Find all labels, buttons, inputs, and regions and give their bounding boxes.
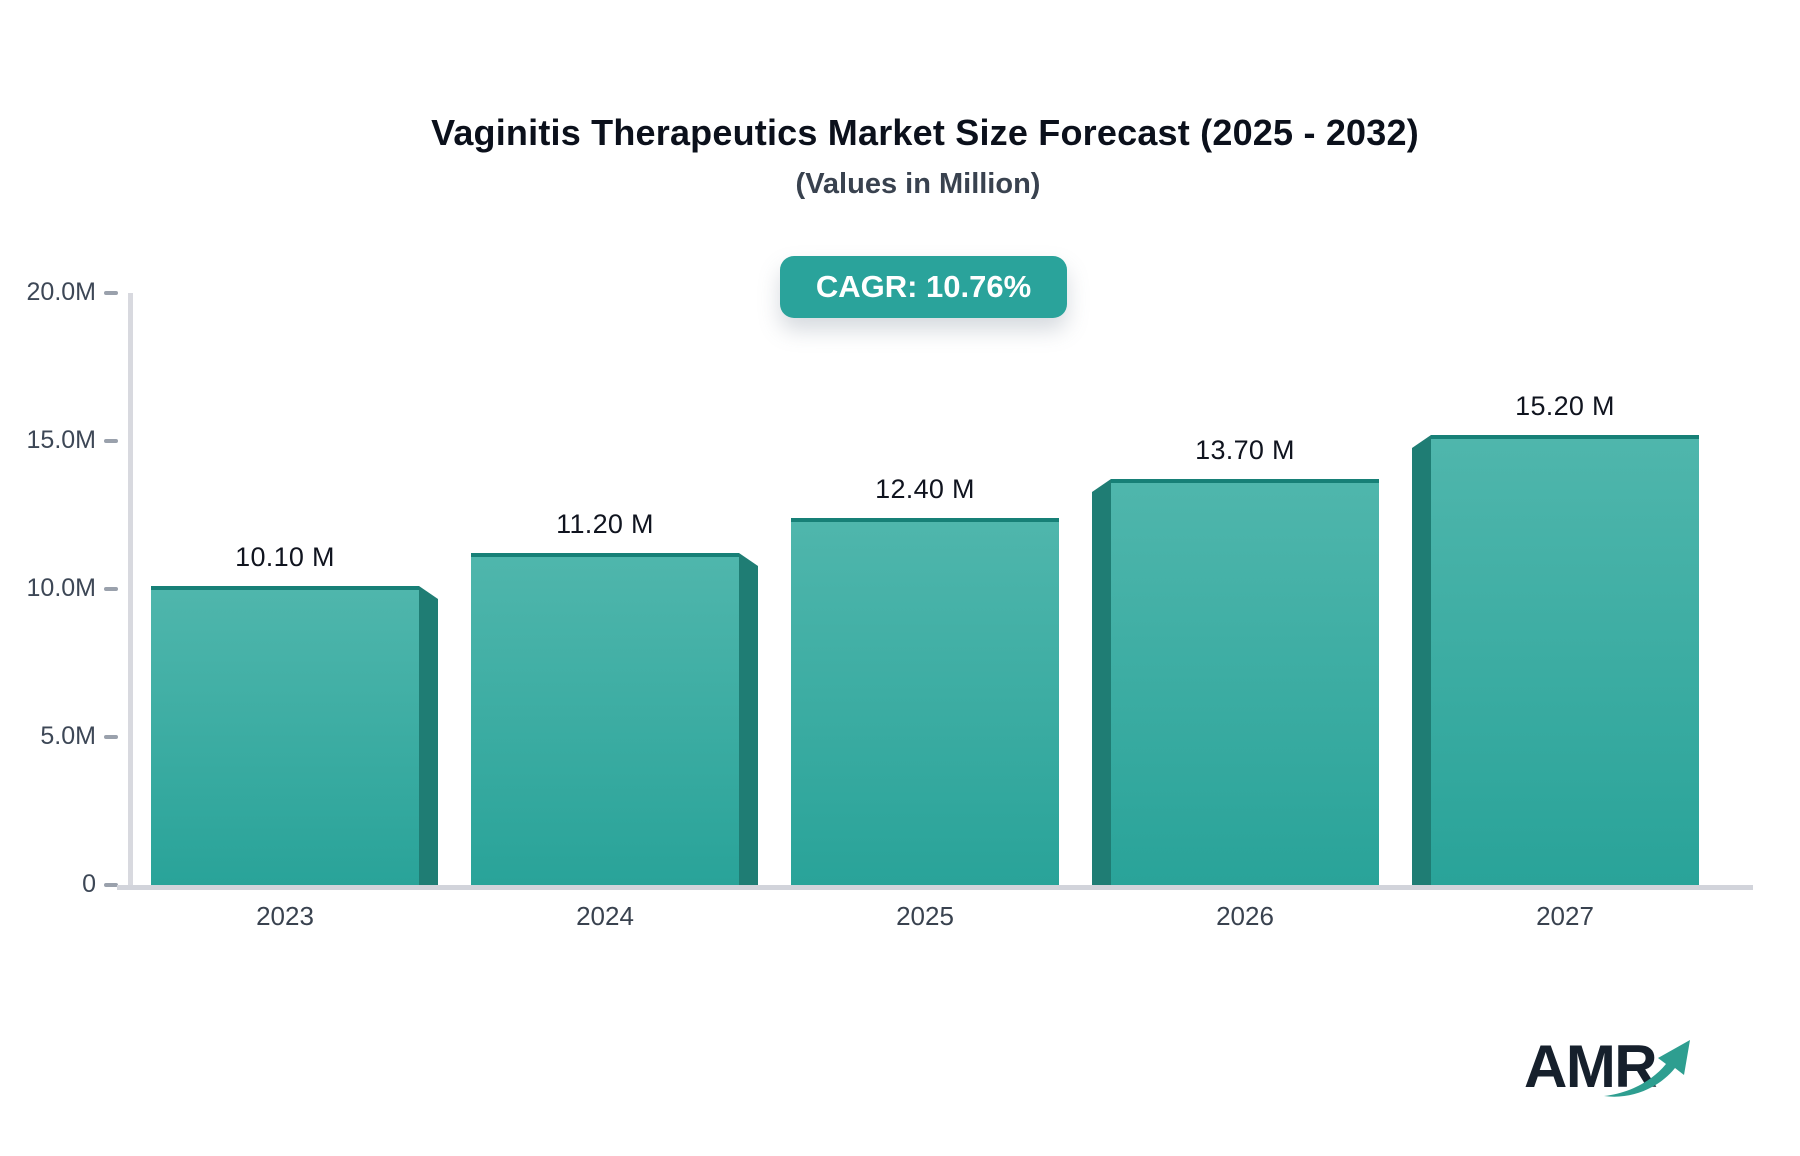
y-axis-tick-label: 10.0M <box>26 574 96 602</box>
x-axis-label-2026: 2026 <box>1216 901 1274 931</box>
y-axis-tick-label: 0 <box>82 870 96 898</box>
cagr-badge: CAGR: 10.76% <box>780 256 1067 318</box>
x-axis-label-2027: 2027 <box>1536 901 1594 931</box>
bar-value-label: 15.20 M <box>1515 391 1615 421</box>
bar-value-label: 12.40 M <box>875 474 975 504</box>
bar-3d-side <box>419 586 438 885</box>
bar-3d-side <box>1412 435 1431 885</box>
y-axis-tick <box>104 587 118 591</box>
bar-3d-side <box>1092 479 1111 885</box>
y-axis-tick-label: 15.0M <box>26 426 96 454</box>
bar-2025 <box>791 518 1059 885</box>
bar-2023 <box>151 586 419 885</box>
chart-title: Vaginitis Therapeutics Market Size Forec… <box>431 112 1419 153</box>
bar-value-label: 13.70 M <box>1195 435 1295 465</box>
chart-subtitle: (Values in Million) <box>795 168 1041 200</box>
y-axis-tick <box>104 883 118 887</box>
bar-2024 <box>471 553 739 885</box>
y-axis-tick-label: 5.0M <box>40 722 96 750</box>
x-axis-label-2024: 2024 <box>576 901 634 931</box>
amr-logo: AMR <box>1524 1032 1734 1122</box>
bar-3d-side <box>739 553 758 885</box>
y-axis-tick <box>104 439 118 443</box>
y-axis-line <box>128 293 133 885</box>
trend-up-arrow-icon <box>1604 1040 1690 1097</box>
x-axis-label-2023: 2023 <box>256 901 314 931</box>
x-axis-label-2025: 2025 <box>896 901 954 931</box>
bar-value-label: 11.20 M <box>556 509 654 539</box>
bar-2026 <box>1111 479 1379 885</box>
x-axis-line <box>117 885 1753 890</box>
y-axis-tick-label: 20.0M <box>26 278 96 306</box>
y-axis-tick <box>104 291 118 295</box>
bar-2027 <box>1431 435 1699 885</box>
bar-value-label: 10.10 M <box>235 542 335 572</box>
y-axis-tick <box>104 735 118 739</box>
